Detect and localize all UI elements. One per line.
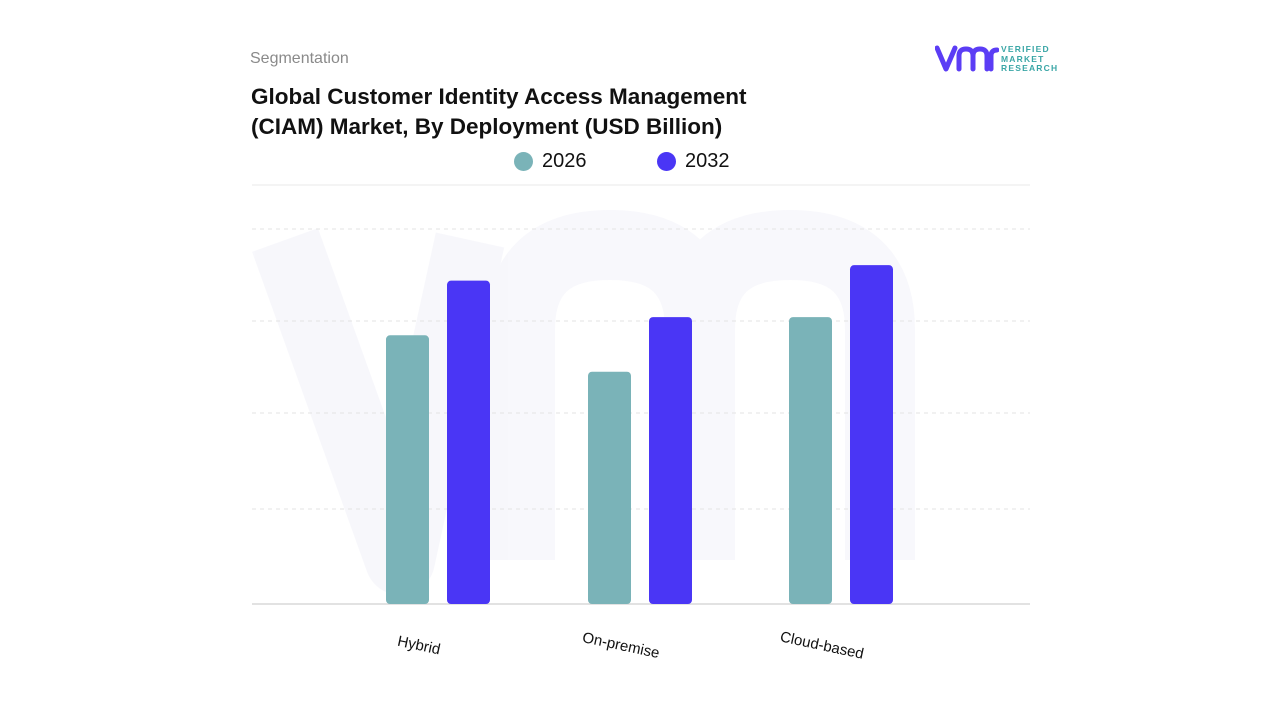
vmr-logo-mark <box>934 45 1000 72</box>
chart-bars <box>386 265 893 604</box>
segmentation-label: Segmentation <box>250 50 349 67</box>
legend-label-2032: 2032 <box>685 150 730 172</box>
logo-text-line3: RESEARCH <box>1001 63 1059 73</box>
legend-item-2026: 2026 <box>514 150 587 173</box>
legend-label-2026: 2026 <box>542 150 587 172</box>
vmr-logo: VERIFIED MARKET RESEARCH <box>934 44 1065 78</box>
logo-text-line2: MARKET <box>1001 53 1045 64</box>
bar-on-premise-2026 <box>588 371 631 604</box>
x-tick-label: Hybrid <box>396 633 442 659</box>
legend-item-2032: 2032 <box>657 150 730 173</box>
bar-on-premise-2032 <box>649 317 692 604</box>
bar-hybrid-2032 <box>447 280 490 604</box>
x-tick-label: Cloud-based <box>779 628 866 662</box>
chart-title: Global Customer Identity Access Manageme… <box>251 82 851 142</box>
x-tick-label: On-premise <box>581 629 661 662</box>
bar-cloud-based-2026 <box>789 317 832 604</box>
bar-hybrid-2026 <box>386 335 429 604</box>
chart-legend: 2026 2032 <box>0 150 1280 176</box>
legend-swatch-2026 <box>514 152 533 171</box>
logo-text-line1: VERIFIED <box>1001 44 1050 54</box>
chart-title-line1: Global Customer Identity Access Manageme… <box>251 84 747 109</box>
bar-cloud-based-2032 <box>850 265 893 604</box>
x-axis-labels: Hybrid On-premise Cloud-based <box>396 628 865 662</box>
chart-grid <box>252 184 1030 605</box>
chart-title-line2: (CIAM) Market, By Deployment (USD Billio… <box>251 114 723 139</box>
vmr-logo-text: VERIFIED MARKET RESEARCH <box>1001 44 1059 74</box>
legend-swatch-2032 <box>657 152 676 171</box>
